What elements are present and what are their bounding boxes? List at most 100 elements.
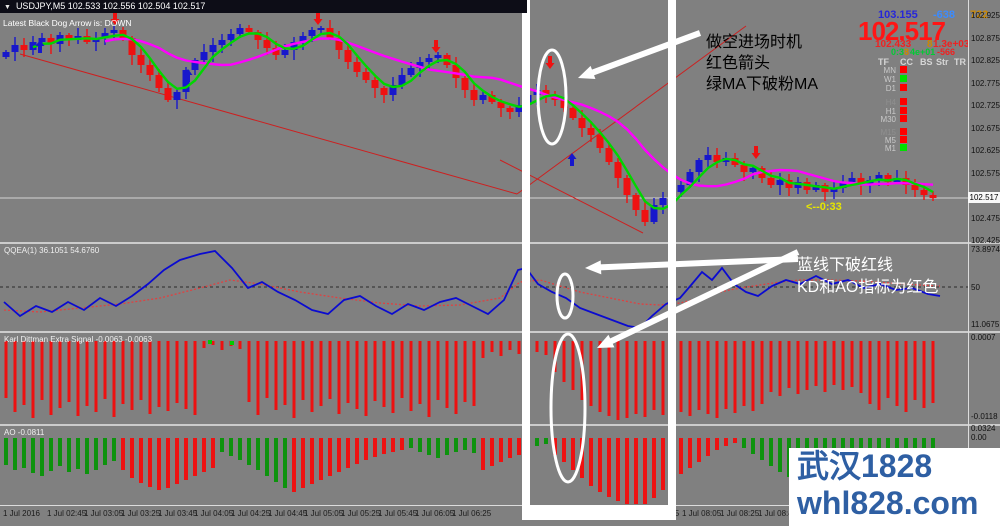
entry-annotation-line2: 红色箭头	[706, 55, 771, 72]
candle-body	[173, 92, 181, 100]
dash-row4-val: 4e+01	[910, 47, 936, 57]
fast-ma-line	[32, 31, 934, 211]
time-label: 1 Jul 06:05	[415, 509, 455, 518]
indicator-scale-label: 0.00	[971, 433, 987, 442]
candle-body	[389, 85, 397, 95]
candle-body	[875, 175, 883, 180]
time-label: 1 Jul 03:45	[158, 509, 198, 518]
dash-big-price: 102.517	[858, 16, 946, 46]
price-scale-label: 102.825	[971, 56, 1000, 65]
candle-body	[164, 88, 172, 100]
candle-body	[290, 42, 298, 50]
price-scale-label: 102.725	[971, 101, 1000, 110]
indicator-annotation: 蓝线下破红线 KD和AO指标为红色	[797, 255, 938, 299]
tf-label: M15	[880, 128, 896, 137]
time-label: 1 Jul 02:45	[47, 509, 87, 518]
candle-body	[929, 195, 937, 198]
price-scale-label: 102.775	[971, 78, 1000, 88]
time-label: 1 Jul 08:25	[720, 509, 760, 518]
slow-ma-line	[104, 37, 934, 188]
tf-row-M15: M15	[872, 128, 912, 137]
candle-body	[596, 135, 604, 148]
candle-body	[515, 105, 523, 112]
time-label: 1 Jul 06:25	[452, 509, 492, 518]
dash-bid: 102.433	[875, 39, 912, 50]
tf-status-square	[900, 75, 907, 82]
indicator-scale-label: -0.0118	[971, 412, 998, 421]
candle-body	[677, 185, 685, 192]
sell-arrow-icon	[545, 56, 555, 69]
price-scale-label: 102.925	[971, 11, 1000, 20]
karl-dittman-histogram	[4, 340, 935, 420]
tf-row-M30: M30	[872, 115, 912, 124]
candle-body	[488, 95, 496, 102]
tf-table-header-TR: TR	[954, 57, 966, 67]
candle-body	[425, 58, 433, 62]
karl-green-dot	[230, 341, 234, 345]
sell-arrow-icon	[110, 12, 120, 25]
tf-label: M5	[884, 136, 896, 145]
time-label: 1 Jul 08:45	[758, 509, 798, 518]
tf-label: M30	[880, 115, 896, 124]
tf-row-M5: M5	[872, 136, 912, 145]
candle-body	[605, 148, 613, 162]
highlight-box-left-border	[522, 0, 530, 520]
candle-body	[344, 50, 352, 62]
candle-body	[128, 38, 136, 55]
tf-status-square	[900, 136, 907, 143]
tf-row-H1: H1	[872, 107, 912, 116]
tf-table-header-Str: Str	[936, 57, 949, 67]
indicator-scale-label: 0.0324	[971, 424, 996, 433]
panel-separator[interactable]	[0, 242, 1000, 244]
panel-separator[interactable]	[0, 331, 1000, 333]
highlight-box-bottom-border	[522, 505, 676, 520]
candle-body	[335, 38, 343, 50]
indicator-annotation-line2: KD和AO指标为红色	[797, 279, 939, 296]
tf-label: H1	[885, 107, 896, 116]
price-scale-label: 102.675	[971, 123, 1000, 133]
price-scale-separator	[968, 0, 969, 505]
candle-body	[857, 178, 865, 185]
candle-body	[479, 95, 487, 100]
chart-dropdown-icon[interactable]: ▼	[4, 4, 11, 11]
price-scale-label: 102.425	[971, 236, 1000, 245]
blackdog-comment: Latest Black Dog Arrow is: DOWN	[3, 18, 132, 28]
candle-body	[695, 160, 703, 172]
candle-body	[308, 30, 316, 36]
candle-body	[920, 190, 928, 195]
candle-body	[137, 55, 145, 65]
tf-row-H4: H4	[872, 98, 912, 107]
price-scale-label: 102.475	[971, 213, 1000, 223]
tf-row-M1: M1	[872, 144, 912, 153]
tf-row-W1: W1	[872, 75, 912, 84]
candle-body	[254, 32, 262, 40]
candle-body	[614, 162, 622, 178]
time-label: 1 Jul 05:45	[378, 509, 418, 518]
candle-body	[236, 28, 244, 34]
tf-label: M1	[884, 144, 896, 153]
tf-status-square	[900, 115, 907, 122]
candle-body	[47, 38, 55, 44]
dash-value-3: 722	[970, 9, 989, 21]
candle-body	[362, 72, 370, 80]
chart-title: USDJPY,M5 102.533 102.556 102.504 102.51…	[15, 1, 206, 11]
price-scale-label: 102.625	[971, 146, 1000, 155]
sell-arrow-icon	[431, 40, 441, 53]
candle-body	[416, 62, 424, 68]
candle-body	[911, 185, 919, 190]
indicator-scale-label: 50	[971, 283, 980, 292]
indicator-scale-label: 0.0007	[971, 333, 996, 342]
candle-body	[497, 102, 505, 108]
candle-body	[848, 178, 856, 182]
time-label: 1 Jul 04:25	[231, 509, 271, 518]
candle-body	[776, 180, 784, 185]
panel-separator[interactable]	[0, 424, 1000, 426]
candle-body	[209, 45, 217, 52]
candle-body	[245, 28, 253, 32]
candle-body	[155, 75, 163, 88]
tf-row-MN: MN	[872, 66, 912, 75]
candle-body	[65, 35, 73, 40]
candle-body	[452, 65, 460, 78]
price-scale-label: 102.875	[971, 33, 1000, 43]
